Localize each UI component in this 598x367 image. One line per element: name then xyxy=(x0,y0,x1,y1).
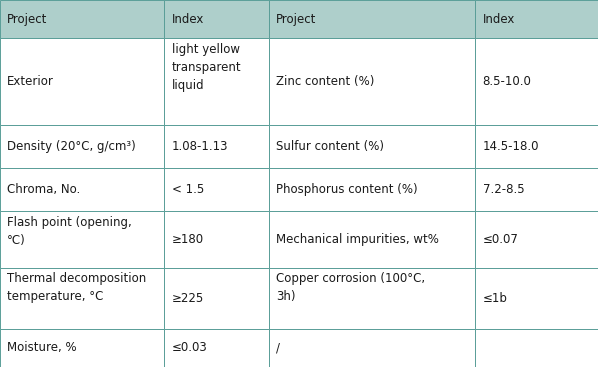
Text: < 1.5: < 1.5 xyxy=(172,184,204,196)
Bar xyxy=(269,211,475,268)
Text: ≤1b: ≤1b xyxy=(483,292,508,305)
Bar xyxy=(0,328,164,367)
Text: Sulfur content (%): Sulfur content (%) xyxy=(276,140,385,153)
Text: Flash point (opening,
°C): Flash point (opening, °C) xyxy=(7,216,132,247)
Text: Project: Project xyxy=(7,13,48,26)
Text: Zinc content (%): Zinc content (%) xyxy=(276,75,375,88)
Bar xyxy=(164,328,269,367)
Bar xyxy=(164,168,269,211)
Bar xyxy=(269,168,475,211)
Bar xyxy=(269,0,475,39)
Text: Exterior: Exterior xyxy=(7,75,54,88)
Text: Copper corrosion (100°C,
3h): Copper corrosion (100°C, 3h) xyxy=(276,272,425,303)
Bar xyxy=(269,328,475,367)
Bar xyxy=(475,268,598,328)
Bar xyxy=(0,211,164,268)
Text: 1.08-1.13: 1.08-1.13 xyxy=(172,140,228,153)
Bar xyxy=(269,268,475,328)
Text: Phosphorus content (%): Phosphorus content (%) xyxy=(276,184,418,196)
Bar xyxy=(0,0,164,39)
Text: 7.2-8.5: 7.2-8.5 xyxy=(483,184,524,196)
Text: Chroma, No.: Chroma, No. xyxy=(7,184,80,196)
Bar xyxy=(164,0,269,39)
Text: ≥180: ≥180 xyxy=(172,233,204,246)
Bar xyxy=(0,268,164,328)
Text: Mechanical impurities, wt%: Mechanical impurities, wt% xyxy=(276,233,439,246)
Bar xyxy=(269,39,475,125)
Bar xyxy=(0,168,164,211)
Bar xyxy=(164,125,269,168)
Bar xyxy=(475,211,598,268)
Text: Index: Index xyxy=(172,13,204,26)
Bar xyxy=(164,211,269,268)
Bar xyxy=(269,125,475,168)
Bar xyxy=(164,268,269,328)
Text: light yellow
transparent
liquid: light yellow transparent liquid xyxy=(172,43,241,92)
Text: ≤0.07: ≤0.07 xyxy=(483,233,518,246)
Text: Moisture, %: Moisture, % xyxy=(7,341,77,354)
Text: 8.5-10.0: 8.5-10.0 xyxy=(483,75,532,88)
Bar xyxy=(0,39,164,125)
Bar xyxy=(475,168,598,211)
Bar xyxy=(475,328,598,367)
Bar xyxy=(475,125,598,168)
Text: /: / xyxy=(276,341,280,354)
Text: Density (20°C, g/cm³): Density (20°C, g/cm³) xyxy=(7,140,136,153)
Bar xyxy=(164,39,269,125)
Bar xyxy=(475,0,598,39)
Bar xyxy=(475,39,598,125)
Text: Thermal decomposition
temperature, °C: Thermal decomposition temperature, °C xyxy=(7,272,147,303)
Bar xyxy=(0,125,164,168)
Text: 14.5-18.0: 14.5-18.0 xyxy=(483,140,539,153)
Text: Project: Project xyxy=(276,13,317,26)
Text: ≥225: ≥225 xyxy=(172,292,204,305)
Text: Index: Index xyxy=(483,13,515,26)
Text: ≤0.03: ≤0.03 xyxy=(172,341,208,354)
